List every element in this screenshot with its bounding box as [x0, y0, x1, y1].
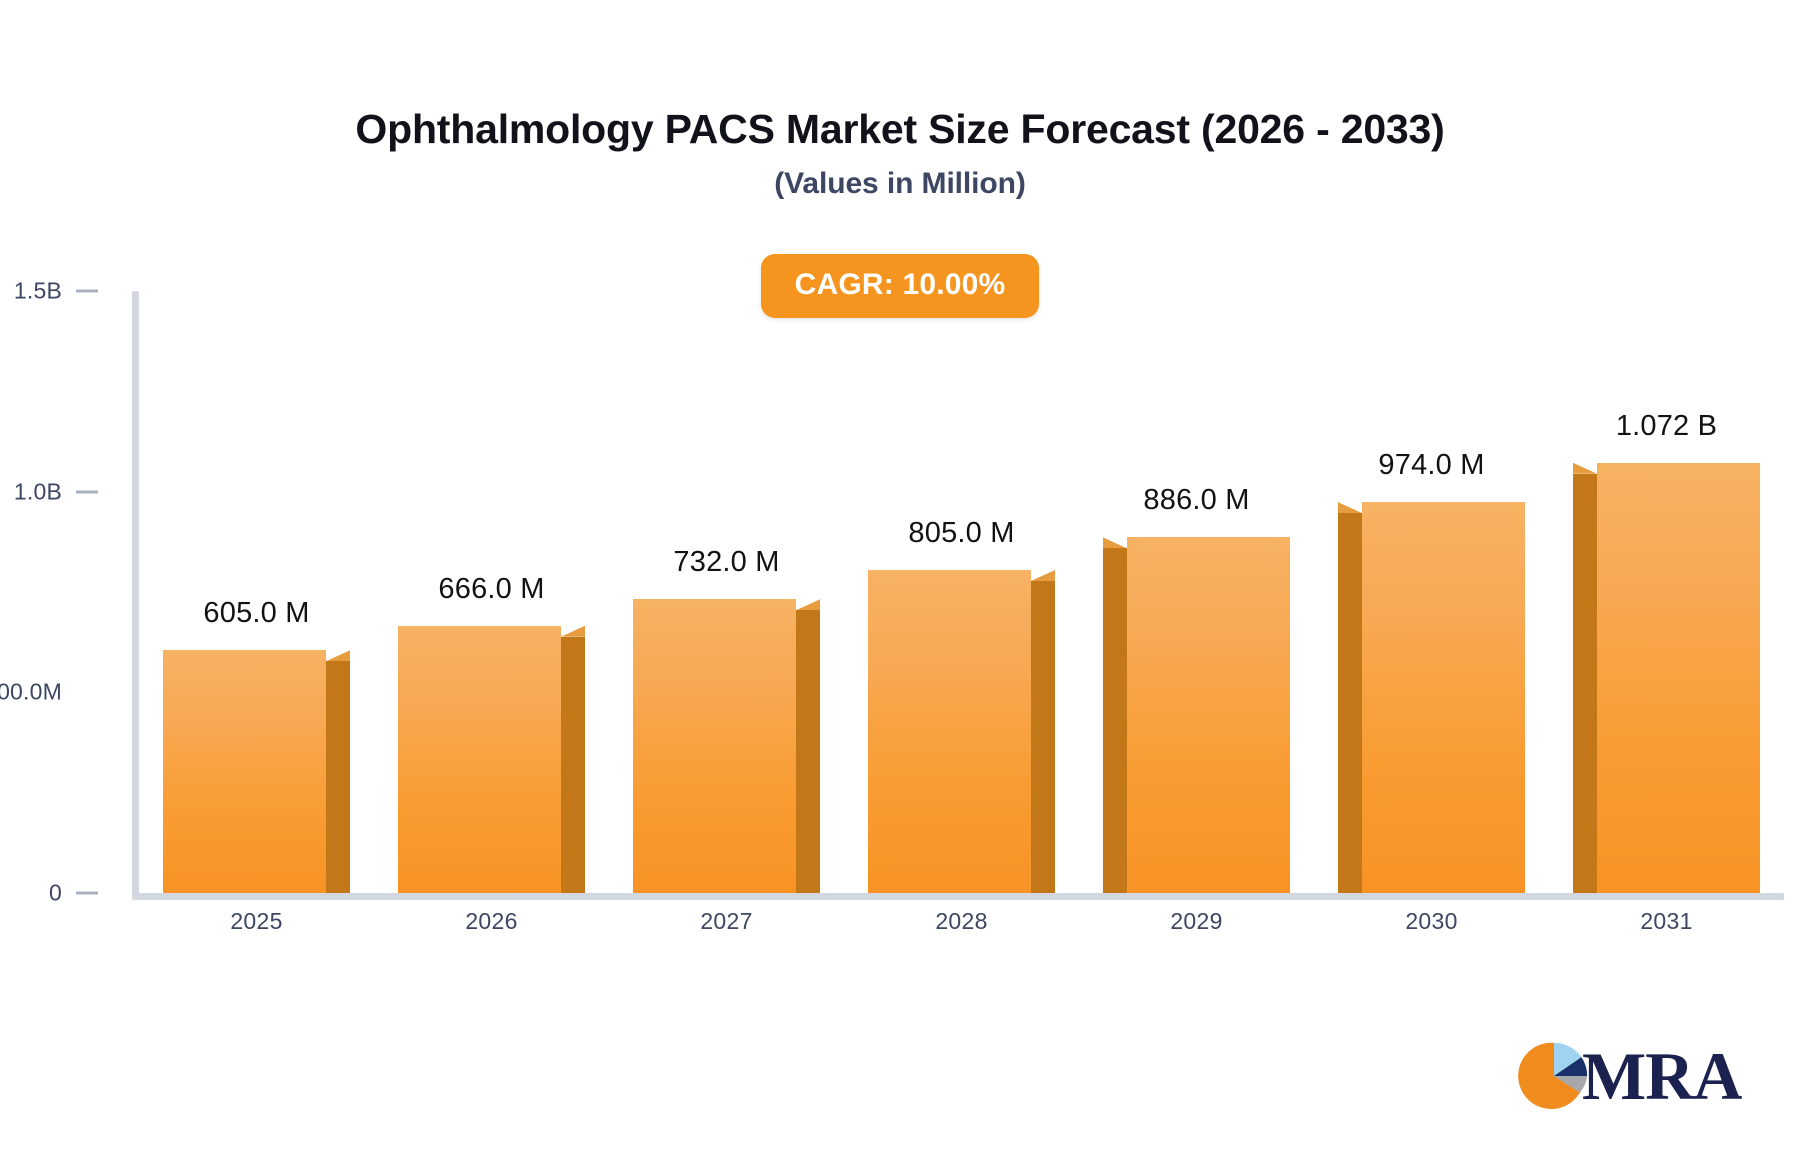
bar-column-2026[interactable]: 666.0 M [398, 291, 585, 893]
x-axis-tick-label-2026: 2026 [465, 908, 518, 934]
x-axis-tick-label-2030: 2030 [1405, 908, 1458, 934]
bar-front-face [633, 599, 796, 893]
bar-column-2025[interactable]: 605.0 M [163, 291, 350, 893]
pie-chart-icon [1518, 1040, 1590, 1112]
bar-top-bevel [561, 625, 585, 637]
y-axis-tick-dash [76, 490, 98, 494]
bar-2027[interactable] [633, 599, 820, 893]
bar-column-2029[interactable]: 886.0 M [1103, 291, 1290, 893]
bar-column-2027[interactable]: 732.0 M [633, 291, 820, 893]
bar-side-face [796, 610, 820, 893]
bar-value-label-2029: 886.0 M [1143, 484, 1250, 517]
bar-2026[interactable] [398, 625, 585, 893]
y-axis-tick-label: 0 [49, 879, 62, 906]
bar-front-face [1362, 502, 1525, 893]
bar-top-bevel [1103, 537, 1127, 549]
y-axis-tick-1.0B: 1.0B [14, 478, 98, 505]
x-axis-tick-group: 2025 2026 2027 2028 2029 2030 2031 [139, 908, 1784, 948]
bar-column-2031[interactable]: 1.072 B [1573, 291, 1760, 893]
bar-side-face [1103, 548, 1127, 893]
bar-side-face [1573, 473, 1597, 893]
bar-top-bevel [1338, 502, 1362, 514]
brand-logo: MRA [1518, 1038, 1742, 1114]
x-axis-tick-label-2027: 2027 [700, 908, 753, 934]
pie-chart-icon-svg [1518, 1042, 1588, 1110]
bar-front-face [1127, 537, 1290, 893]
bar-front-face [1597, 462, 1760, 893]
chart-title: Ophthalmology PACS Market Size Forecast … [355, 106, 1445, 152]
x-axis-tick-label-2028: 2028 [935, 908, 988, 934]
bar-value-label-2030: 974.0 M [1378, 449, 1485, 482]
y-axis-tick-dash [76, 891, 98, 895]
bar-side-face [1031, 580, 1055, 893]
x-axis-tick-label-2025: 2025 [230, 908, 283, 934]
y-axis-tick-label: 500.0M [0, 678, 62, 705]
bar-value-label-2031: 1.072 B [1615, 409, 1718, 442]
x-axis-tick-label-2029: 2029 [1170, 908, 1223, 934]
bar-side-face [326, 661, 350, 893]
y-axis-tick-500.0M: 500.0M [0, 679, 98, 706]
bar-front-face [398, 625, 561, 893]
x-axis-line [132, 893, 1784, 900]
bar-value-label-2026: 666.0 M [438, 572, 545, 605]
bar-side-face [1338, 513, 1362, 893]
bar-top-bevel [796, 599, 820, 611]
bar-top-bevel [326, 650, 350, 662]
bar-group: 605.0 M 666.0 M 732.0 M 805.0 M 886.0 M 974.0… [139, 291, 1784, 893]
y-axis-tick-dash [76, 289, 98, 293]
bar-2028[interactable] [868, 569, 1055, 893]
cagr-badge[interactable]: CAGR: 10.00% [760, 254, 1040, 318]
y-axis-tick-0: 0 [49, 880, 98, 907]
bar-value-label-2025: 605.0 M [203, 597, 310, 630]
y-axis-tick-label: 1.5B [13, 277, 62, 304]
x-axis-tick-label-2031: 2031 [1640, 908, 1693, 934]
y-axis-tick-1.5B: 1.5B [14, 278, 98, 305]
logo-wordmark: MRA [1582, 1038, 1742, 1114]
bar-front-face [163, 650, 326, 893]
cagr-badge-container: CAGR: 10.00% [0, 254, 1800, 318]
bar-column-2030[interactable]: 974.0 M [1338, 291, 1525, 893]
chart-subtitle: (Values in Million) [774, 167, 1026, 201]
bar-2029[interactable] [1103, 537, 1290, 893]
bar-top-bevel [1573, 462, 1597, 474]
y-axis-tick-label: 1.0B [13, 478, 62, 505]
bar-value-label-2028: 805.0 M [908, 516, 1015, 549]
bar-top-bevel [1031, 569, 1055, 581]
bar-2031[interactable] [1573, 462, 1760, 893]
bar-2025[interactable] [163, 650, 350, 893]
bar-column-2028[interactable]: 805.0 M [868, 291, 1055, 893]
bar-2030[interactable] [1338, 502, 1525, 893]
bar-value-label-2027: 732.0 M [673, 546, 780, 579]
y-axis-line [132, 291, 139, 899]
bar-side-face [561, 636, 585, 893]
bar-front-face [868, 569, 1031, 893]
chart-header: Ophthalmology PACS Market Size Forecast … [0, 0, 1800, 201]
